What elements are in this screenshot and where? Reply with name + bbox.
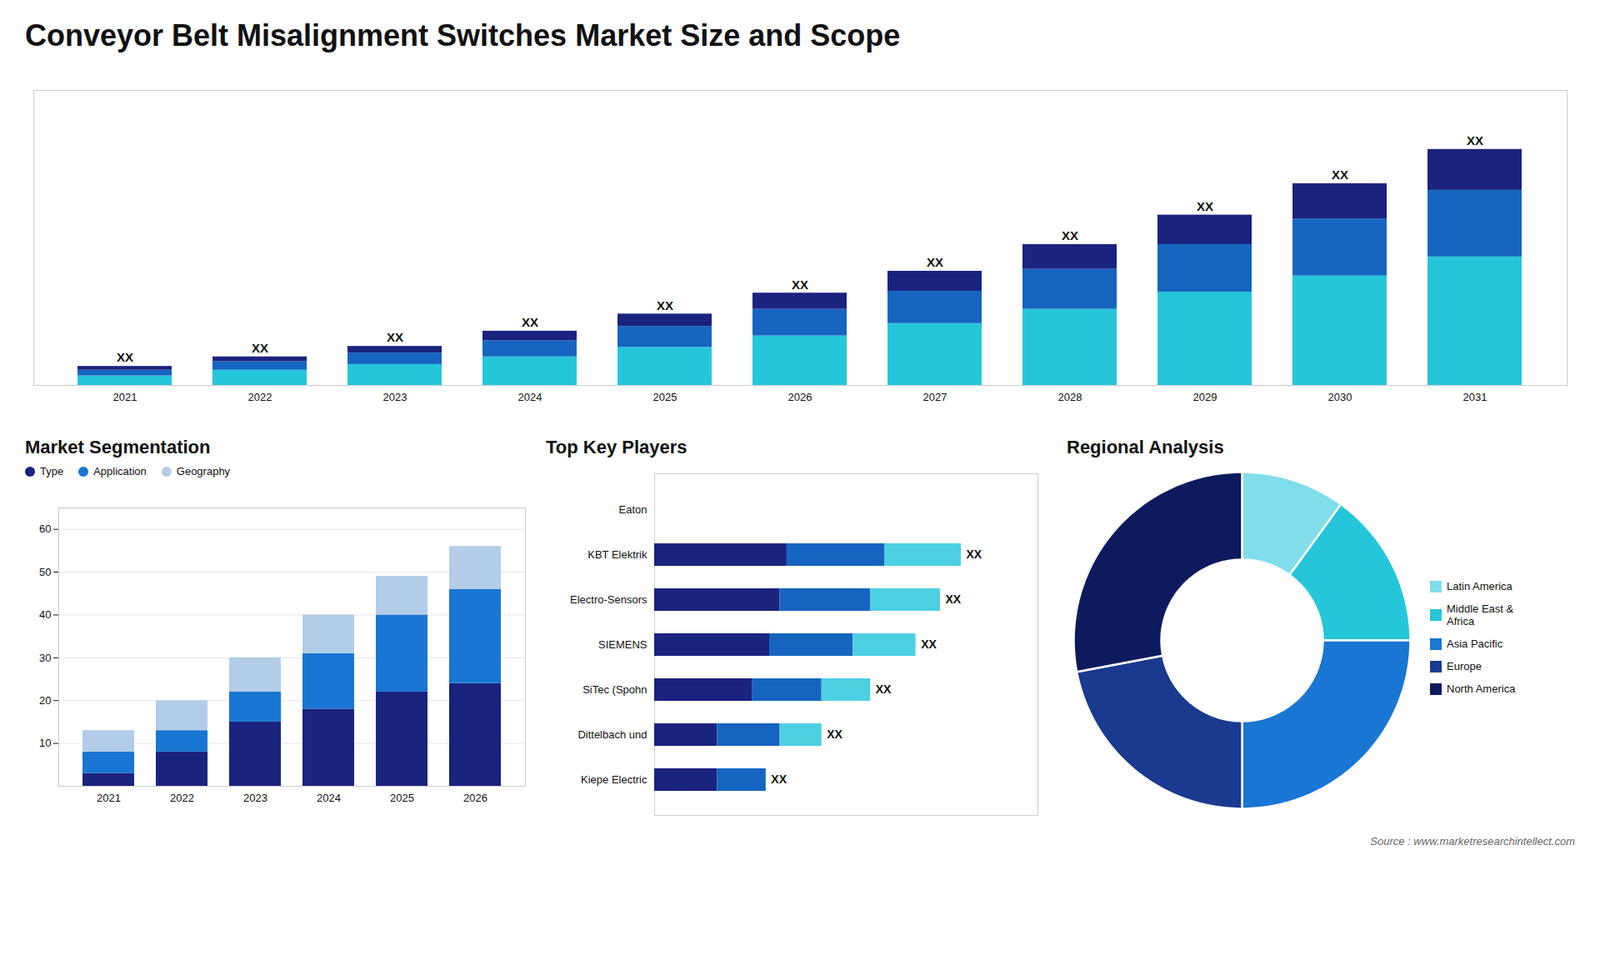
svg-text:60: 60 (39, 522, 51, 535)
svg-text:XX: XX (656, 298, 674, 313)
svg-text:50: 50 (39, 565, 51, 579)
svg-text:XX: XX (966, 547, 983, 561)
svg-text:2021: 2021 (113, 390, 138, 404)
html-text:Type: Type (40, 465, 64, 478)
svg-text:2023: 2023 (383, 390, 408, 404)
svg-text:XX: XX (826, 727, 843, 741)
html-text:Europe: Europe (1446, 660, 1482, 673)
svg-text:XX: XX (1061, 228, 1079, 243)
html-text:Asia Pacific: Asia Pacific (1446, 637, 1503, 650)
html-text:Source : www.marketresearchint: Source : www.marketresearchintellect.com (1370, 835, 1575, 848)
svg-text:XX: XX (251, 340, 269, 355)
svg-text:2026: 2026 (463, 791, 488, 805)
svg-text:SiTec (Spohn: SiTec (Spohn (582, 683, 647, 696)
svg-text:2025: 2025 (653, 390, 678, 404)
html-text:Middle East & Africa: Middle East & Africa (1446, 602, 1514, 628)
svg-text:KBT Elektrik: KBT Elektrik (587, 548, 648, 561)
svg-text:XX: XX (875, 682, 892, 696)
svg-text:30: 30 (39, 651, 51, 665)
svg-text:XX: XX (1331, 167, 1349, 182)
svg-text:2030: 2030 (1328, 390, 1353, 404)
svg-text:XX: XX (386, 330, 404, 345)
svg-text:XX: XX (920, 637, 937, 651)
svg-text:Dittelbach und: Dittelbach und (577, 728, 647, 741)
svg-text:20: 20 (39, 694, 51, 707)
html-text:North America: North America (1446, 682, 1516, 695)
svg-text:XX: XX (945, 592, 961, 606)
svg-text:XX: XX (521, 315, 539, 330)
svg-text:2029: 2029 (1193, 390, 1218, 404)
html-text:Market Segmentation: Market Segmentation (25, 436, 211, 458)
svg-text:2024: 2024 (518, 390, 543, 404)
svg-text:SIEMENS: SIEMENS (598, 638, 648, 651)
html-text:Conveyor Belt Misalignment Swi: Conveyor Belt Misalignment Switches Mark… (25, 18, 901, 53)
svg-text:2031: 2031 (1463, 390, 1488, 404)
html-text:Application: Application (93, 465, 147, 478)
svg-text:XX: XX (791, 277, 809, 292)
svg-text:XX: XX (1466, 133, 1484, 148)
svg-text:XX: XX (1196, 199, 1214, 214)
svg-text:Eaton: Eaton (619, 503, 648, 516)
html-text:Geography: Geography (176, 465, 231, 478)
html-text:Top Key Players: Top Key Players (545, 436, 688, 458)
svg-text:Electro-Sensors: Electro-Sensors (570, 593, 648, 606)
svg-text:40: 40 (39, 608, 51, 621)
svg-text:2024: 2024 (316, 791, 341, 805)
svg-text:2026: 2026 (788, 390, 813, 404)
svg-text:2023: 2023 (243, 791, 268, 805)
svg-text:XX: XX (116, 350, 134, 365)
svg-text:2022: 2022 (248, 390, 273, 404)
svg-text:Kiepe Electric: Kiepe Electric (580, 773, 648, 786)
svg-text:2027: 2027 (923, 390, 948, 404)
svg-text:2022: 2022 (170, 791, 195, 805)
svg-text:XX: XX (926, 255, 944, 270)
html-text:Latin America: Latin America (1446, 580, 1513, 593)
svg-text:2021: 2021 (96, 791, 121, 805)
svg-text:2028: 2028 (1058, 390, 1083, 404)
svg-text:XX: XX (770, 772, 787, 786)
svg-text:2025: 2025 (390, 791, 415, 805)
html-text:Regional Analysis: Regional Analysis (1066, 436, 1224, 458)
svg-text:10: 10 (39, 736, 51, 750)
